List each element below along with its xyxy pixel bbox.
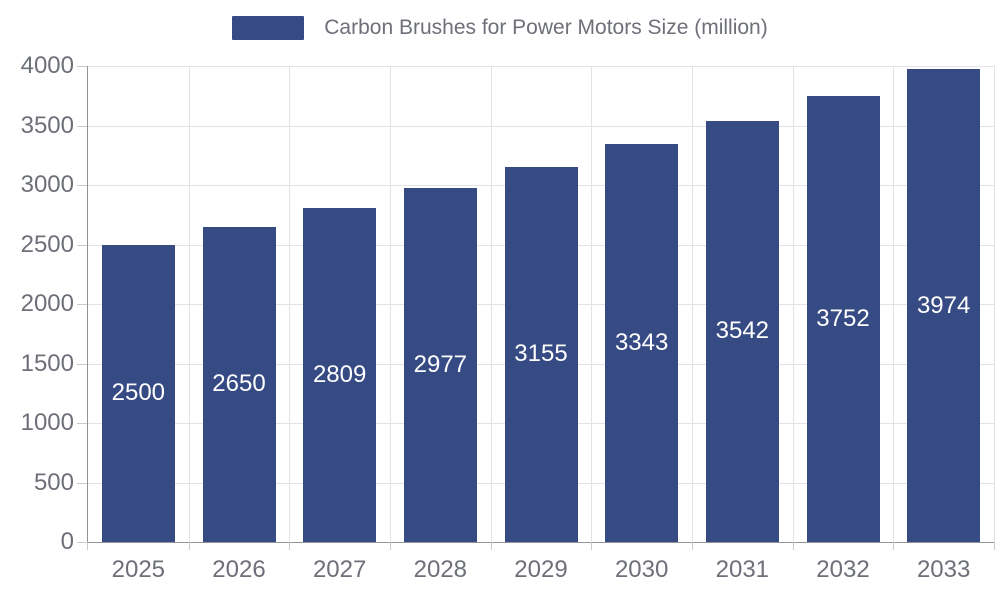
x-axis-tick-label: 2026 xyxy=(212,556,266,583)
bar-value-label: 3542 xyxy=(715,317,770,345)
x-axis-tick-label: 2033 xyxy=(916,556,971,583)
x-axis-tick-label: 2028 xyxy=(413,556,468,583)
y-axis-tick-label: 500 xyxy=(33,468,74,496)
x-gridline xyxy=(893,66,894,542)
bar-value-label: 3974 xyxy=(916,291,971,319)
x-gridline xyxy=(390,66,391,542)
legend-item[interactable]: Carbon Brushes for Power Motors Size (mi… xyxy=(0,16,1000,40)
bar: 2500 xyxy=(101,244,175,542)
y-axis-tick xyxy=(77,542,87,543)
x-axis-tick-label: 2031 xyxy=(715,556,770,583)
bar: 3155 xyxy=(504,166,578,542)
bar: 2809 xyxy=(303,207,377,542)
x-axis-tick-label: 2027 xyxy=(312,556,367,583)
y-axis-tick-label: 3500 xyxy=(20,111,74,139)
y-axis-tick-label: 4000 xyxy=(20,52,74,79)
y-gridline xyxy=(88,66,994,67)
x-axis-tick xyxy=(591,542,592,550)
y-axis-tick-label: 1500 xyxy=(20,349,74,377)
bar-value-label: 3155 xyxy=(514,340,568,368)
x-gridline xyxy=(994,66,995,542)
y-axis-tick xyxy=(77,125,87,127)
x-gridline xyxy=(692,66,693,542)
y-axis-tick-label: 1000 xyxy=(20,409,74,436)
y-axis-line xyxy=(87,66,88,542)
y-axis-tick xyxy=(77,304,87,305)
bar-value-label: 2977 xyxy=(413,350,468,378)
x-gridline xyxy=(591,66,592,542)
y-gridline xyxy=(88,125,994,127)
x-axis-tick xyxy=(491,542,492,550)
y-axis-tick xyxy=(77,482,87,484)
x-axis-line xyxy=(87,542,994,543)
y-axis-tick xyxy=(77,244,87,246)
legend-swatch xyxy=(232,16,305,40)
bar: 3752 xyxy=(806,95,880,542)
bar: 2977 xyxy=(403,187,477,542)
y-axis-tick-label: 2500 xyxy=(20,230,74,258)
y-axis-tick xyxy=(77,185,87,186)
x-axis-tick xyxy=(189,542,190,550)
x-axis-tick xyxy=(390,542,391,550)
y-axis-tick-label: 3000 xyxy=(20,171,74,198)
x-axis-tick xyxy=(893,542,894,550)
bar: 3343 xyxy=(605,144,679,542)
x-axis-tick xyxy=(289,542,290,550)
x-axis-tick xyxy=(793,542,794,550)
x-axis-tick-label: 2032 xyxy=(816,556,870,583)
bar-value-label: 2809 xyxy=(312,360,367,388)
y-axis-tick xyxy=(77,423,87,424)
x-gridline xyxy=(491,66,492,542)
y-axis-tick-label: 2000 xyxy=(20,290,74,317)
bar-value-label: 3752 xyxy=(816,304,870,332)
x-axis-tick-label: 2030 xyxy=(614,556,669,583)
x-gridline xyxy=(793,66,794,542)
bar-value-label: 3343 xyxy=(614,329,669,357)
legend-label: Carbon Brushes for Power Motors Size (mi… xyxy=(324,16,768,39)
x-axis-tick-label: 2025 xyxy=(111,556,166,583)
bar: 2650 xyxy=(202,226,276,542)
x-axis-tick xyxy=(692,542,693,550)
bar-value-label: 2650 xyxy=(212,370,266,398)
x-axis-tick-label: 2029 xyxy=(514,556,568,583)
bar-value-label: 2500 xyxy=(111,379,166,407)
bar: 3542 xyxy=(705,120,779,542)
x-axis-tick xyxy=(87,542,88,550)
y-axis-tick xyxy=(77,363,87,365)
x-gridline xyxy=(289,66,290,542)
y-axis-tick xyxy=(77,66,87,67)
x-axis-tick xyxy=(994,542,995,550)
x-gridline xyxy=(189,66,190,542)
plot-area: 2500 2650 2809 2977 3155 3343 3542 3752 3974 xyxy=(77,66,995,550)
y-axis-tick-label: 0 xyxy=(60,528,74,555)
bar: 3974 xyxy=(907,69,981,542)
